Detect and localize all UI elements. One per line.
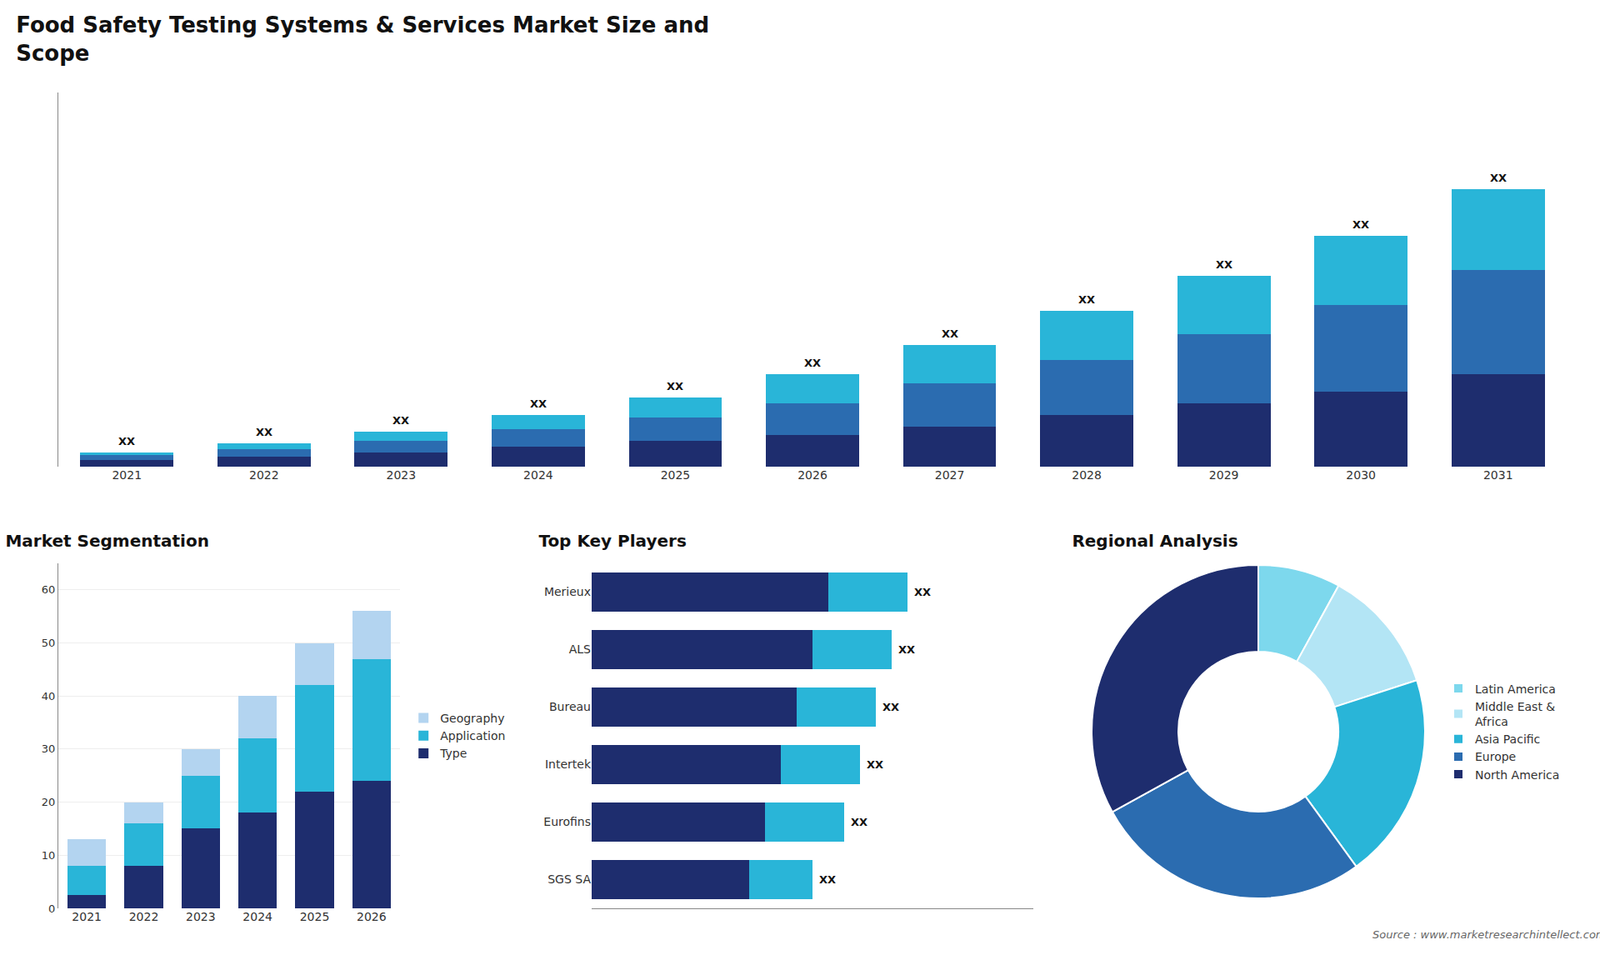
svg-text:XX: XX — [882, 700, 900, 714]
svg-text:40: 40 — [41, 690, 56, 703]
svg-text:Bureau: Bureau — [549, 700, 591, 714]
svg-text:Asia Pacific: Asia Pacific — [1475, 732, 1540, 746]
svg-text:North America: North America — [1475, 768, 1560, 782]
svg-text:2024: 2024 — [242, 910, 273, 924]
svg-text:XX: XX — [850, 815, 868, 829]
svg-text:XX: XX — [118, 435, 135, 448]
svg-text:2026: 2026 — [356, 910, 387, 924]
svg-text:Type: Type — [439, 746, 467, 760]
svg-text:2025: 2025 — [300, 910, 330, 924]
svg-text:XX: XX — [941, 327, 959, 340]
svg-text:2029: 2029 — [1209, 468, 1240, 482]
svg-text:2022: 2022 — [249, 468, 280, 482]
svg-text:2026: 2026 — [797, 468, 828, 482]
svg-text:XX: XX — [898, 643, 915, 656]
svg-text:Europe: Europe — [1475, 750, 1516, 764]
svg-text:XX: XX — [804, 356, 821, 370]
svg-text:Eurofins: Eurofins — [543, 815, 591, 829]
svg-text:Market Segmentation: Market Segmentation — [5, 530, 210, 551]
svg-text:2027: 2027 — [935, 468, 965, 482]
svg-text:XX: XX — [666, 380, 684, 393]
svg-text:30: 30 — [41, 742, 56, 755]
svg-text:0: 0 — [48, 902, 55, 915]
svg-text:2023: 2023 — [185, 910, 216, 924]
svg-text:10: 10 — [41, 849, 56, 862]
svg-text:XX: XX — [819, 873, 836, 886]
svg-text:2030: 2030 — [1345, 468, 1376, 482]
svg-text:2031: 2031 — [1483, 468, 1514, 482]
svg-text:20: 20 — [41, 795, 56, 809]
svg-text:Food Safety Testing Systems &: Food Safety Testing Systems & Services M… — [15, 12, 710, 66]
svg-text:2021: 2021 — [71, 910, 102, 924]
svg-text:XX: XX — [1215, 258, 1233, 271]
svg-text:2023: 2023 — [386, 468, 417, 482]
svg-text:XX: XX — [1352, 218, 1370, 231]
svg-text:Latin America: Latin America — [1475, 682, 1556, 696]
svg-text:Top Key Players: Top Key Players — [538, 530, 686, 551]
svg-text:Source : www.marketresearchint: Source : www.marketresearchintellect.com — [1372, 928, 1600, 941]
svg-text:XX: XX — [1490, 171, 1507, 185]
svg-text:2028: 2028 — [1071, 468, 1102, 482]
svg-text:50: 50 — [41, 636, 56, 650]
svg-text:2025: 2025 — [660, 468, 691, 482]
svg-text:Application: Application — [440, 729, 505, 743]
svg-text:XX: XX — [530, 397, 547, 410]
svg-text:Middle East &Africa: Middle East &Africa — [1475, 700, 1555, 729]
svg-text:XX: XX — [914, 585, 931, 599]
svg-text:2021: 2021 — [111, 468, 142, 482]
svg-text:ALS: ALS — [569, 642, 591, 656]
svg-text:60: 60 — [41, 583, 56, 596]
svg-text:2024: 2024 — [523, 468, 554, 482]
svg-text:2022: 2022 — [129, 910, 160, 924]
svg-text:Intertek: Intertek — [545, 757, 592, 771]
svg-text:Merieux: Merieux — [544, 585, 591, 599]
svg-text:XX: XX — [392, 414, 410, 427]
svg-text:XX: XX — [1078, 293, 1095, 306]
svg-text:Regional Analysis: Regional Analysis — [1071, 530, 1238, 551]
svg-text:Geography: Geography — [440, 711, 505, 725]
svg-text:XX: XX — [255, 425, 273, 439]
svg-text:XX: XX — [866, 758, 884, 771]
svg-text:SGS SA: SGS SA — [547, 872, 591, 886]
